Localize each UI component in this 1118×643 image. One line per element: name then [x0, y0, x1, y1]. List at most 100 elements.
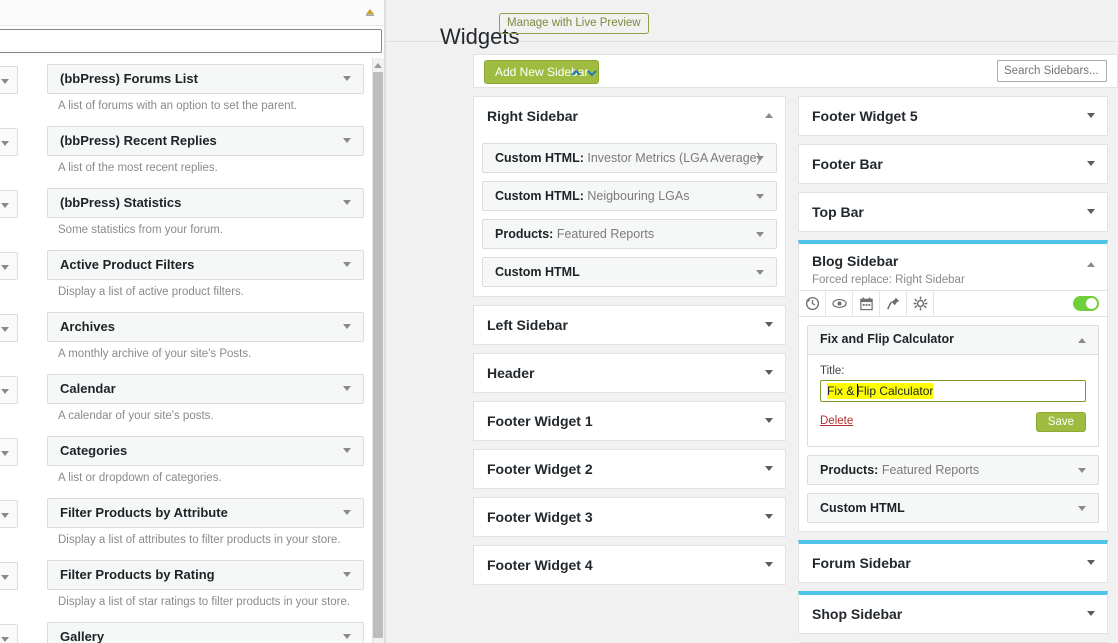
chevron-down-icon	[1078, 468, 1086, 473]
available-widget-title[interactable]: (bbPress) Forums List	[47, 64, 364, 94]
widget-target-select[interactable]	[0, 624, 18, 643]
sidebar-panel-header[interactable]: Left Sidebar	[474, 306, 785, 344]
add-new-sidebar-button[interactable]: Add New Sidebar	[484, 60, 600, 84]
sidebar-panel-header[interactable]: Footer Bar	[799, 145, 1107, 183]
available-widget-title[interactable]: Active Product Filters	[47, 250, 364, 280]
search-sidebars-input[interactable]	[997, 60, 1107, 82]
sidebar-panel-header[interactable]: Forum Sidebar	[799, 544, 1107, 582]
sidebar-panel: Footer Bar	[798, 144, 1108, 184]
sidebar-name: Footer Widget 1	[487, 413, 593, 429]
sidebar-panel-header[interactable]: Right Sidebar	[474, 97, 785, 135]
available-widget-title[interactable]: Filter Products by Attribute	[47, 498, 364, 528]
available-widget-title[interactable]: Filter Products by Rating	[47, 560, 364, 590]
widget-target-select[interactable]	[0, 500, 18, 528]
sidebar-panel-header[interactable]: Top Bar	[799, 193, 1107, 231]
left-panel-scrollbar-thumb[interactable]	[373, 72, 383, 638]
chevron-up-icon[interactable]	[765, 113, 773, 118]
available-widget-row[interactable]: Gallery	[0, 616, 386, 643]
widget-row-suffix: Neigbouring LGAs	[583, 189, 690, 203]
chevron-down-icon[interactable]	[1087, 560, 1095, 565]
left-panel-scroll-up-arrow[interactable]	[373, 59, 383, 70]
text-cursor	[856, 384, 858, 397]
available-widget-title[interactable]: Archives	[47, 312, 364, 342]
widget-row-prefix: Products:	[820, 463, 879, 477]
sidebar-panel-header[interactable]: Footer Widget 2	[474, 450, 785, 488]
available-widget-row[interactable]: (bbPress) Statistics Some statistics from…	[0, 182, 386, 244]
available-widget-title[interactable]: Categories	[47, 436, 364, 466]
expanded-widget-title: Fix and Flip Calculator	[820, 332, 955, 346]
available-widget-row[interactable]: Calendar A calendar of your site's posts.	[0, 368, 386, 430]
chevron-down-icon[interactable]	[1087, 113, 1095, 118]
widget-target-select[interactable]	[0, 438, 18, 466]
delete-widget-link[interactable]: Delete	[820, 415, 854, 427]
chevron-up-icon[interactable]	[569, 66, 583, 80]
chevron-down-icon[interactable]	[765, 562, 773, 567]
calendar-icon[interactable]	[853, 291, 880, 317]
available-widget-row[interactable]: Archives A monthly archive of your site's…	[0, 306, 386, 368]
widget-row-suffix: Featured Reports	[553, 227, 655, 241]
chevron-up-icon[interactable]	[1087, 262, 1095, 267]
left-panel-search-area	[0, 28, 386, 56]
widget-search-input[interactable]	[0, 29, 382, 53]
chevron-down-icon	[343, 76, 351, 81]
sidebar-panel: Header	[473, 353, 786, 393]
widget-target-select[interactable]	[0, 128, 18, 156]
available-widget-title[interactable]: (bbPress) Recent Replies	[47, 126, 364, 156]
sidebar-name: Footer Widget 5	[812, 108, 918, 124]
page-title: Widgets	[440, 23, 520, 49]
chevron-down-icon[interactable]	[765, 466, 773, 471]
sidebar-enabled-toggle[interactable]	[1073, 296, 1099, 311]
save-widget-button[interactable]: Save	[1035, 412, 1086, 432]
sidebar-panel-header[interactable]: Blog Sidebar Forced replace: Right Sideba…	[799, 244, 1107, 290]
widget-target-select[interactable]	[0, 190, 18, 218]
widget-target-select[interactable]	[0, 376, 18, 404]
sidebar-panel-header[interactable]: Footer Widget 5	[799, 97, 1107, 135]
widget-row[interactable]: Custom HTML	[807, 493, 1099, 523]
chevron-down-icon[interactable]	[765, 322, 773, 327]
available-widget-title[interactable]: (bbPress) Statistics	[47, 188, 364, 218]
widget-row[interactable]: Custom HTML	[482, 257, 777, 287]
sidebar-panel-header[interactable]: Shop Sidebar	[799, 595, 1107, 633]
sidebar-panel-header[interactable]: Footer Widget 3	[474, 498, 785, 536]
chevron-down-icon[interactable]	[765, 514, 773, 519]
available-widget-row[interactable]: Filter Products by Attribute Display a li…	[0, 492, 386, 554]
widget-target-select[interactable]	[0, 562, 18, 590]
widget-row[interactable]: Custom HTML: Investor Metrics (LGA Avera…	[482, 143, 777, 173]
chevron-down-icon[interactable]	[1087, 161, 1095, 166]
widget-title-input[interactable]: Fix & Flip Calculator	[820, 380, 1086, 402]
available-widget-title[interactable]: Calendar	[47, 374, 364, 404]
available-widget-title[interactable]: Gallery	[47, 622, 364, 643]
sidebar-panel-header[interactable]: Footer Widget 1	[474, 402, 785, 440]
widget-row[interactable]: Products: Featured Reports	[482, 219, 777, 249]
chevron-down-icon[interactable]	[1087, 209, 1095, 214]
eye-icon[interactable]	[826, 291, 853, 317]
available-widget-row[interactable]: Active Product Filters Display a list of …	[0, 244, 386, 306]
widget-target-select[interactable]	[0, 314, 18, 342]
available-widget-row[interactable]: (bbPress) Forums List A list of forums wi…	[0, 58, 386, 120]
available-widget-row[interactable]: Categories A list or dropdown of categori…	[0, 430, 386, 492]
gear-icon[interactable]	[907, 291, 934, 317]
available-widget-row[interactable]: Filter Products by Rating Display a list …	[0, 554, 386, 616]
chevron-down-icon	[343, 200, 351, 205]
chevron-down-icon[interactable]	[765, 418, 773, 423]
manage-with-live-preview-button[interactable]: Manage with Live Preview	[499, 13, 649, 34]
sidebar-panel-header[interactable]: Header	[474, 354, 785, 392]
available-widget-description: A list of forums with an option to set t…	[58, 100, 298, 112]
sidebar-name: Left Sidebar	[487, 317, 568, 333]
history-icon[interactable]	[799, 291, 826, 317]
chevron-down-icon[interactable]	[765, 370, 773, 375]
chevron-down-icon[interactable]	[585, 66, 599, 80]
widget-row[interactable]: Products: Featured Reports	[807, 455, 1099, 485]
pin-icon[interactable]	[880, 291, 907, 317]
widget-row[interactable]: Custom HTML: Neigbouring LGAs	[482, 181, 777, 211]
sidebar-panel-header[interactable]: Footer Widget 4	[474, 546, 785, 584]
available-widget-description: Display a list of active product filters…	[58, 286, 244, 298]
widget-row-suffix: Investor Metrics (LGA Average)	[583, 151, 761, 165]
widget-target-select[interactable]	[0, 252, 18, 280]
expanded-widget-header[interactable]: Fix and Flip Calculator	[808, 326, 1098, 355]
collapse-icon[interactable]	[364, 6, 376, 18]
widget-row-suffix: Featured Reports	[878, 463, 980, 477]
available-widget-row[interactable]: (bbPress) Recent Replies A list of the mo…	[0, 120, 386, 182]
widget-target-select[interactable]	[0, 66, 18, 94]
chevron-down-icon[interactable]	[1087, 611, 1095, 616]
